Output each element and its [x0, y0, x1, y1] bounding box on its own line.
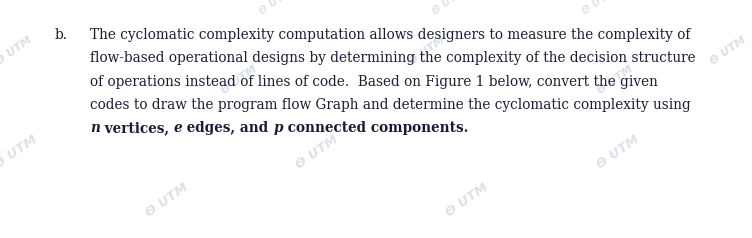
- Text: Θ UTM: Θ UTM: [594, 133, 641, 171]
- Text: p: p: [274, 121, 283, 135]
- Text: flow-based operational designs by determining the complexity of the decision str: flow-based operational designs by determ…: [90, 51, 696, 65]
- Text: Θ UTM: Θ UTM: [220, 63, 259, 95]
- Text: Θ UTM: Θ UTM: [293, 133, 341, 171]
- Text: Θ UTM: Θ UTM: [581, 0, 618, 17]
- Text: of operations instead of lines of code.  Based on Figure 1 below, convert the gi: of operations instead of lines of code. …: [90, 75, 658, 89]
- Text: Θ UTM: Θ UTM: [444, 180, 491, 219]
- Text: vertices,: vertices,: [100, 121, 174, 135]
- Text: Θ UTM: Θ UTM: [0, 35, 34, 67]
- Text: The cyclomatic complexity computation allows designers to measure the complexity: The cyclomatic complexity computation al…: [90, 28, 690, 42]
- Text: Θ UTM: Θ UTM: [0, 133, 40, 171]
- Text: codes to draw the program flow Graph and determine the cyclomatic complexity usi: codes to draw the program flow Graph and…: [90, 98, 691, 112]
- Text: Θ UTM: Θ UTM: [430, 0, 468, 17]
- Text: n: n: [90, 121, 100, 135]
- Text: Θ UTM: Θ UTM: [708, 35, 748, 67]
- Text: Θ UTM: Θ UTM: [257, 0, 295, 17]
- Text: connected components.: connected components.: [283, 121, 468, 135]
- Text: edges, and: edges, and: [183, 121, 274, 135]
- Text: e: e: [174, 121, 183, 135]
- Text: Θ UTM: Θ UTM: [408, 35, 447, 67]
- Text: b.: b.: [55, 28, 68, 42]
- Text: Θ UTM: Θ UTM: [143, 180, 190, 219]
- Text: Θ UTM: Θ UTM: [596, 63, 635, 95]
